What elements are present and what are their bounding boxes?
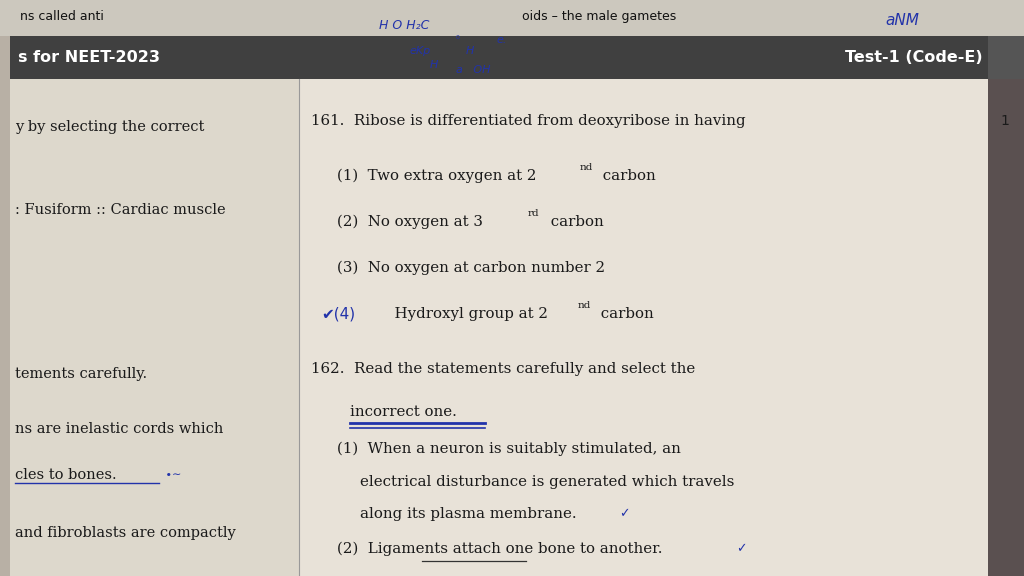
Text: rd: rd: [527, 209, 539, 218]
Text: Test-1 (Code-E): Test-1 (Code-E): [846, 50, 983, 66]
Text: (3)  No oxygen at carbon number 2: (3) No oxygen at carbon number 2: [337, 261, 605, 275]
Text: 162.  Read the statements carefully and select the: 162. Read the statements carefully and s…: [311, 362, 695, 376]
Text: electrical disturbance is generated which travels: electrical disturbance is generated whic…: [360, 475, 735, 489]
Text: •∼: •∼: [162, 470, 181, 480]
Text: tements carefully.: tements carefully.: [15, 367, 147, 381]
Text: ✔(4): ✔(4): [322, 306, 355, 321]
Text: oids – the male gametes: oids – the male gametes: [522, 10, 677, 22]
Text: (1)  When a neuron is suitably stimulated, an: (1) When a neuron is suitably stimulated…: [337, 442, 681, 456]
Text: eKp: eKp: [410, 46, 431, 56]
Text: H: H: [466, 46, 474, 56]
Bar: [10, 79, 299, 576]
Text: ⁰: ⁰: [456, 35, 460, 46]
Text: nd: nd: [578, 301, 591, 310]
Text: cles to bones.: cles to bones.: [15, 468, 117, 482]
Bar: [0, 0, 1024, 36]
Bar: [10, 36, 988, 79]
Text: Hydroxyl group at 2: Hydroxyl group at 2: [385, 307, 548, 321]
Text: aNM: aNM: [886, 13, 920, 28]
Text: (2)  Ligaments attach one bone to another.: (2) Ligaments attach one bone to another…: [337, 541, 663, 555]
Text: ✓: ✓: [736, 542, 746, 555]
Text: 161.  Ribose is differentiated from deoxyribose in having: 161. Ribose is differentiated from deoxy…: [311, 114, 745, 128]
Text: carbon: carbon: [546, 215, 603, 229]
Text: ✓: ✓: [620, 507, 630, 520]
Text: : Fusiform :: Cardiac muscle: : Fusiform :: Cardiac muscle: [15, 203, 226, 217]
Text: H O H₂C: H O H₂C: [379, 20, 429, 32]
Text: carbon: carbon: [598, 169, 655, 183]
Text: 1: 1: [1000, 114, 1010, 128]
Text: H: H: [430, 59, 438, 70]
Text: a   OH: a OH: [456, 65, 490, 75]
Text: y by selecting the correct: y by selecting the correct: [15, 120, 205, 134]
Text: s for NEET-2023: s for NEET-2023: [18, 50, 161, 66]
Text: (2)  No oxygen at 3: (2) No oxygen at 3: [337, 215, 483, 229]
Bar: [299, 79, 988, 576]
Text: along its plasma membrane.: along its plasma membrane.: [360, 507, 578, 521]
Text: nd: nd: [580, 162, 593, 172]
Text: incorrect one.: incorrect one.: [350, 405, 457, 419]
Text: e.: e.: [497, 35, 507, 46]
Bar: [988, 79, 1024, 576]
Text: (1)  Two extra oxygen at 2: (1) Two extra oxygen at 2: [337, 169, 537, 183]
Text: ns called anti: ns called anti: [20, 10, 104, 22]
Text: ns are inelastic cords which: ns are inelastic cords which: [15, 422, 223, 436]
Text: and fibroblasts are compactly: and fibroblasts are compactly: [15, 526, 237, 540]
Bar: [988, 36, 1024, 79]
Text: carbon: carbon: [596, 307, 653, 321]
